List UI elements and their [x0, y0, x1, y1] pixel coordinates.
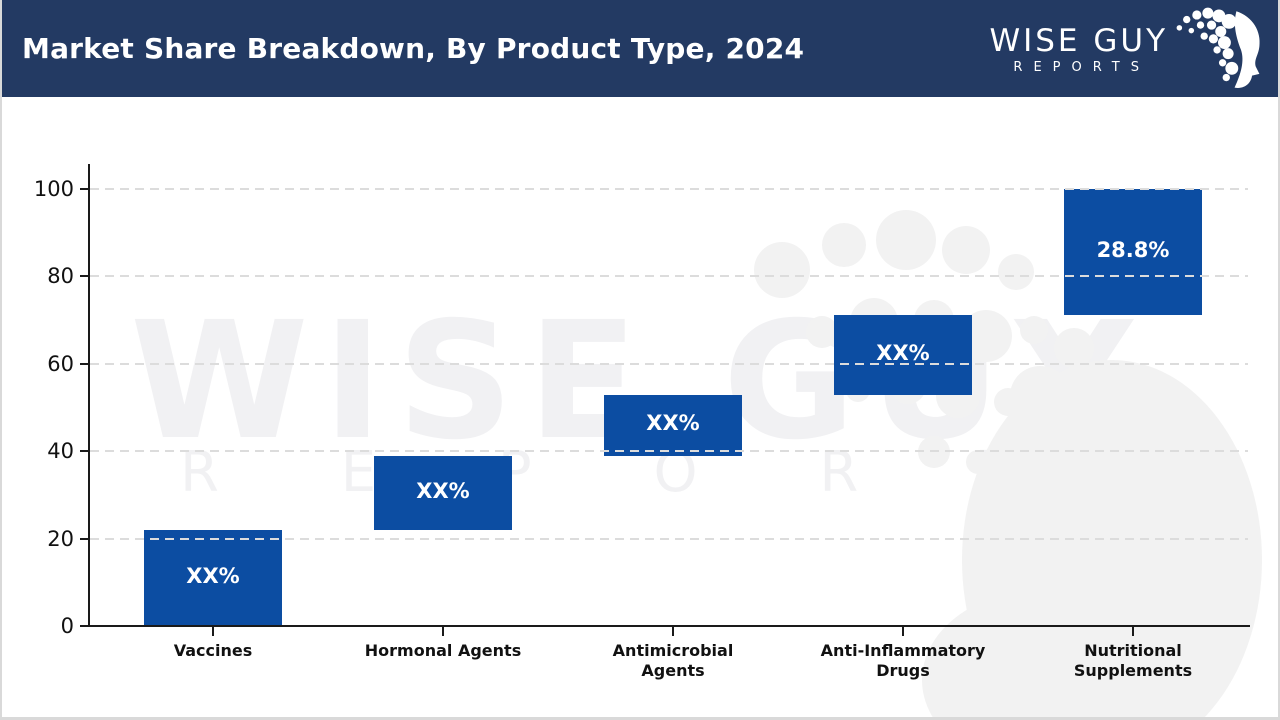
bar-value-label: XX% [186, 564, 240, 589]
y-axis-line [88, 164, 90, 627]
header-bar: Market Share Breakdown, By Product Type,… [2, 0, 1278, 97]
x-axis-category-label: Hormonal Agents [364, 641, 522, 660]
y-axis-tick [80, 275, 88, 277]
bar-value-label: 28.8% [1096, 237, 1170, 262]
bar-value-label: XX% [876, 340, 930, 365]
x-axis-tick [672, 627, 674, 636]
x-axis-category-label: Antimicrobial Agents [612, 641, 734, 680]
gridline [90, 450, 1248, 452]
y-axis-tick [80, 362, 88, 365]
y-axis-tick-label: 0 [60, 614, 74, 638]
x-axis-line [88, 625, 1250, 627]
bar [834, 314, 972, 395]
x-axis-category-label: Nutritional Supplements [1073, 641, 1193, 680]
gridline [90, 275, 1248, 277]
logo-face-icon [1176, 7, 1260, 88]
x-axis-tick [1132, 627, 1134, 636]
y-axis-tick [80, 537, 88, 540]
y-axis-tick-label: 60 [47, 351, 74, 376]
y-axis-tick-label: 80 [47, 264, 74, 288]
page-title: Market Share Breakdown, By Product Type,… [22, 32, 805, 65]
x-axis-category-label: Vaccines [173, 641, 253, 660]
bar-value-label: XX% [416, 479, 470, 503]
gridline [90, 362, 1248, 365]
bar [1064, 188, 1202, 315]
bar-value-label: XX% [646, 411, 700, 436]
x-axis-tick [902, 627, 904, 636]
y-axis-tick [80, 450, 88, 452]
x-axis-tick [442, 627, 444, 636]
y-axis-tick [80, 625, 88, 627]
gridline [90, 537, 1248, 540]
bar [144, 530, 282, 626]
y-axis-tick-label: 20 [47, 526, 74, 551]
y-axis-tick-label: 100 [33, 176, 74, 201]
y-axis-tick [80, 187, 88, 190]
logo: WISE GUY REPORTS [989, 6, 1264, 92]
logo-subtitle: REPORTS [1013, 59, 1151, 75]
bar [604, 395, 742, 456]
x-axis-category-label: Anti-Inflammatory Drugs [820, 641, 986, 680]
logo-title: WISE GUY [989, 22, 1168, 59]
gridline [90, 187, 1248, 190]
x-axis-tick [212, 627, 214, 636]
bar [374, 455, 512, 531]
y-axis-tick-label: 40 [47, 439, 74, 463]
